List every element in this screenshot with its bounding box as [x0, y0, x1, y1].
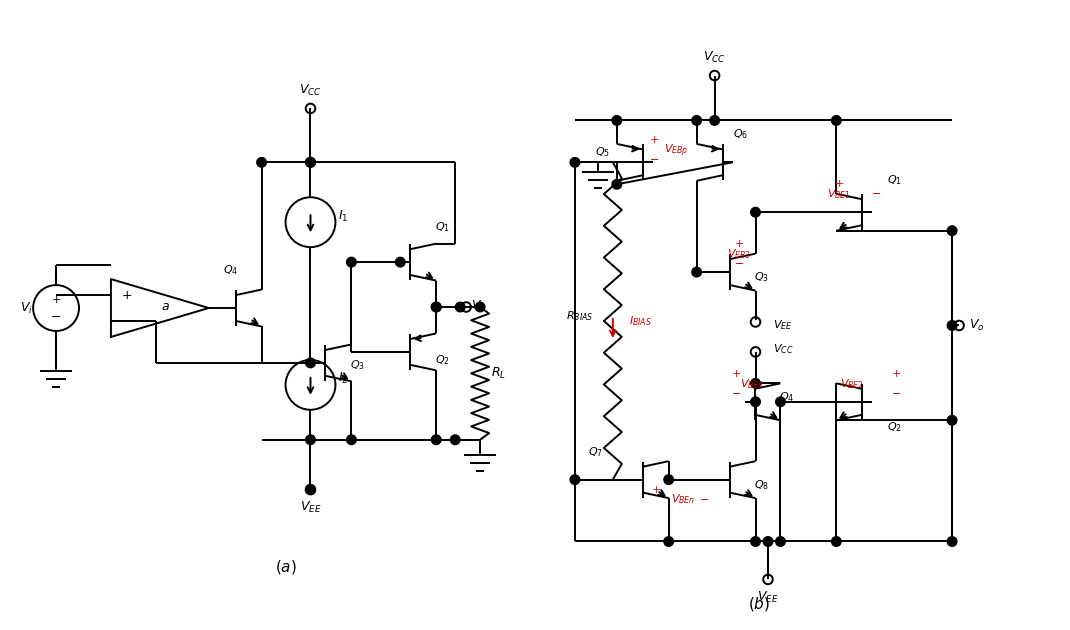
Text: −: −: [732, 389, 742, 399]
Circle shape: [763, 537, 773, 546]
Text: $Q_7$: $Q_7$: [587, 445, 602, 459]
Text: +: +: [122, 289, 133, 302]
Text: $Q_3$: $Q_3$: [350, 358, 365, 372]
Circle shape: [347, 257, 356, 267]
Text: +: +: [835, 180, 844, 189]
Circle shape: [947, 415, 957, 425]
Circle shape: [751, 537, 761, 546]
Circle shape: [692, 267, 702, 277]
Text: $V_o$: $V_o$: [472, 299, 487, 314]
Text: $V_o$: $V_o$: [969, 318, 984, 333]
Text: $V_{EE}$: $V_{EE}$: [300, 500, 321, 515]
Text: $Q_5$: $Q_5$: [595, 146, 610, 159]
Text: +: +: [651, 135, 659, 146]
Text: −: −: [121, 314, 133, 328]
Text: $V_{BE1}$: $V_{BE1}$: [827, 187, 852, 201]
Circle shape: [663, 475, 673, 484]
Circle shape: [570, 475, 580, 484]
Circle shape: [475, 302, 485, 312]
Circle shape: [257, 158, 266, 167]
Text: $Q_2$: $Q_2$: [887, 420, 902, 433]
Text: −: −: [651, 156, 659, 165]
Text: $V_{BE2}$: $V_{BE2}$: [840, 377, 865, 391]
Circle shape: [306, 435, 316, 445]
Text: $Q_1$: $Q_1$: [887, 173, 902, 187]
Text: $V_{EBp}$: $V_{EBp}$: [664, 142, 689, 159]
Circle shape: [431, 302, 441, 312]
Circle shape: [692, 116, 702, 125]
Text: $I_2$: $I_2$: [338, 371, 349, 386]
Circle shape: [431, 435, 441, 445]
Circle shape: [306, 158, 316, 167]
Text: $Q_1$: $Q_1$: [434, 220, 449, 234]
Circle shape: [450, 435, 460, 445]
Circle shape: [456, 302, 465, 312]
Circle shape: [776, 397, 785, 406]
Circle shape: [612, 180, 622, 189]
Text: $I_{BIAS}$: $I_{BIAS}$: [629, 314, 653, 328]
Text: $Q_4$: $Q_4$: [223, 263, 239, 277]
Text: −: −: [735, 259, 745, 269]
Text: $R_{BIAS}$: $R_{BIAS}$: [566, 309, 593, 323]
Circle shape: [776, 537, 785, 546]
Text: $(b)$: $(b)$: [748, 595, 770, 614]
Circle shape: [831, 537, 841, 546]
Text: $Q_6$: $Q_6$: [733, 127, 748, 141]
Circle shape: [306, 485, 316, 495]
Circle shape: [306, 158, 316, 167]
Text: $I_1$: $I_1$: [338, 209, 349, 224]
Circle shape: [947, 321, 957, 330]
Circle shape: [306, 358, 316, 368]
Text: −: −: [50, 311, 61, 323]
Circle shape: [751, 207, 761, 217]
Circle shape: [751, 379, 761, 388]
Circle shape: [709, 116, 719, 125]
Text: +: +: [732, 369, 742, 379]
Circle shape: [947, 226, 957, 236]
Text: a: a: [160, 299, 169, 312]
Text: +: +: [891, 369, 901, 379]
Text: $Q_2$: $Q_2$: [434, 353, 449, 367]
Circle shape: [347, 435, 356, 445]
Text: $(a)$: $(a)$: [275, 558, 296, 576]
Text: +: +: [51, 295, 61, 305]
Text: $Q_4$: $Q_4$: [779, 390, 794, 404]
Text: $V_{EE}$: $V_{EE}$: [758, 590, 779, 605]
Text: $Q_3$: $Q_3$: [754, 270, 769, 284]
Text: +: +: [652, 484, 661, 495]
Circle shape: [751, 397, 761, 406]
Text: $V_i$: $V_i$: [19, 301, 32, 316]
Text: $R_L$: $R_L$: [490, 366, 506, 381]
Text: $V_{BEn}$: $V_{BEn}$: [671, 493, 694, 507]
Text: $V_{BE4}$: $V_{BE4}$: [740, 377, 765, 391]
Text: $V_{CC}$: $V_{CC}$: [774, 342, 794, 356]
Circle shape: [396, 257, 406, 267]
Circle shape: [570, 158, 580, 167]
Circle shape: [431, 302, 441, 312]
Text: +: +: [735, 239, 745, 249]
Text: −: −: [891, 389, 901, 399]
Text: $V_{CC}$: $V_{CC}$: [300, 83, 322, 98]
Circle shape: [612, 116, 622, 125]
Text: $Q_8$: $Q_8$: [754, 478, 769, 491]
Text: $V_{EB3}$: $V_{EB3}$: [728, 247, 751, 261]
Circle shape: [831, 116, 841, 125]
Text: $V_{EE}$: $V_{EE}$: [774, 318, 793, 332]
Text: $V_{CC}$: $V_{CC}$: [703, 50, 725, 65]
Circle shape: [663, 537, 673, 546]
Circle shape: [947, 537, 957, 546]
Text: −: −: [872, 189, 881, 199]
Text: −: −: [700, 495, 709, 505]
